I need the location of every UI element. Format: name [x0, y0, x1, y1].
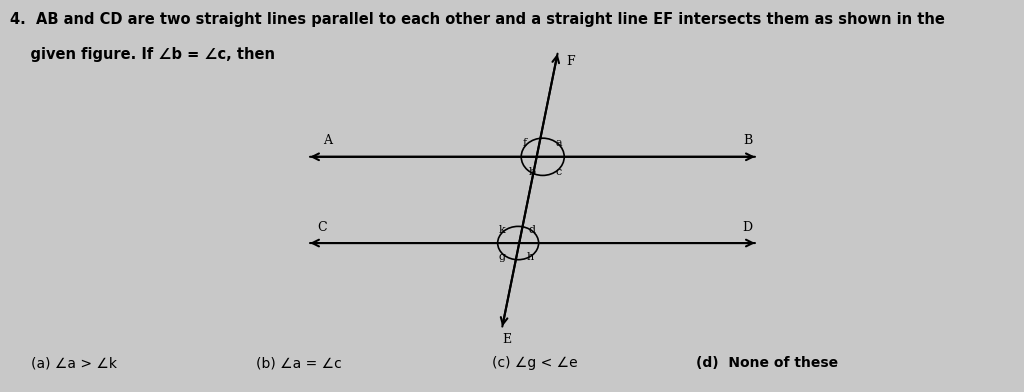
Text: E: E — [503, 333, 511, 346]
Text: k: k — [499, 225, 505, 235]
Text: c: c — [556, 167, 562, 177]
Text: a: a — [556, 138, 562, 148]
Text: (d)  None of these: (d) None of these — [696, 356, 839, 370]
Text: 4.  AB and CD are two straight lines parallel to each other and a straight line : 4. AB and CD are two straight lines para… — [10, 12, 945, 27]
Text: b: b — [529, 167, 536, 177]
Text: g: g — [499, 252, 505, 262]
Text: D: D — [742, 221, 753, 234]
Text: f: f — [522, 138, 526, 148]
Text: (b) ∠a = ∠c: (b) ∠a = ∠c — [256, 356, 342, 370]
Text: d: d — [529, 225, 536, 235]
Text: (a) ∠a > ∠k: (a) ∠a > ∠k — [31, 356, 117, 370]
Text: h: h — [526, 252, 535, 262]
Text: given figure. If ∠b = ∠c, then: given figure. If ∠b = ∠c, then — [10, 47, 275, 62]
Text: F: F — [566, 55, 574, 68]
Text: B: B — [742, 134, 753, 147]
Text: C: C — [317, 221, 328, 234]
Text: (c) ∠g < ∠e: (c) ∠g < ∠e — [492, 356, 578, 370]
Text: A: A — [324, 134, 332, 147]
